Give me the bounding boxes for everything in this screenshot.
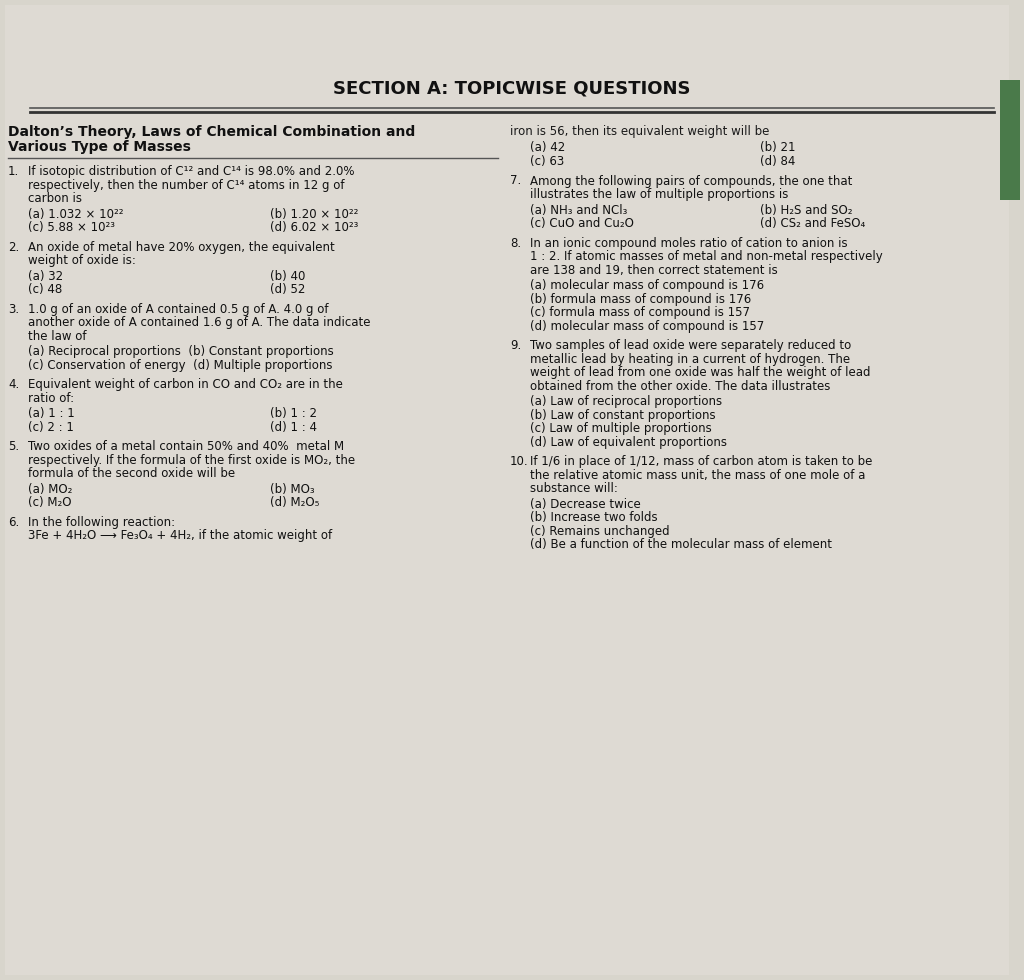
Text: In an ionic compound moles ratio of cation to anion is: In an ionic compound moles ratio of cati…	[530, 236, 848, 250]
Text: substance will:: substance will:	[530, 482, 617, 495]
Text: (a) MO₂: (a) MO₂	[28, 482, 73, 496]
Text: weight of lead from one oxide was half the weight of lead: weight of lead from one oxide was half t…	[530, 366, 870, 379]
Text: (b) MO₃: (b) MO₃	[270, 482, 314, 496]
Text: (d) 1 : 4: (d) 1 : 4	[270, 420, 317, 433]
Text: obtained from the other oxide. The data illustrates: obtained from the other oxide. The data …	[530, 379, 830, 393]
Text: (a) Decrease twice: (a) Decrease twice	[530, 498, 641, 511]
Text: the relative atomic mass unit, the mass of one mole of a: the relative atomic mass unit, the mass …	[530, 468, 865, 481]
Text: (b) Increase two folds: (b) Increase two folds	[530, 511, 657, 524]
Text: 1 : 2. If atomic masses of metal and non-metal respectively: 1 : 2. If atomic masses of metal and non…	[530, 250, 883, 263]
Text: (c) CuO and Cu₂O: (c) CuO and Cu₂O	[530, 217, 634, 230]
Text: 6.: 6.	[8, 515, 19, 528]
Text: carbon is: carbon is	[28, 192, 82, 205]
Text: (b) formula mass of compound is 176: (b) formula mass of compound is 176	[530, 292, 752, 306]
Text: (b) 40: (b) 40	[270, 270, 305, 282]
Text: 9.: 9.	[510, 339, 521, 352]
Text: (b) H₂S and SO₂: (b) H₂S and SO₂	[760, 204, 853, 217]
Text: Equivalent weight of carbon in CO and CO₂ are in the: Equivalent weight of carbon in CO and CO…	[28, 378, 343, 391]
Text: (c) Law of multiple proportions: (c) Law of multiple proportions	[530, 422, 712, 435]
Text: (c) 63: (c) 63	[530, 155, 564, 168]
Text: illustrates the law of multiple proportions is: illustrates the law of multiple proporti…	[530, 188, 788, 201]
Text: (c) Conservation of energy  (d) Multiple proportions: (c) Conservation of energy (d) Multiple …	[28, 359, 333, 371]
Text: (a) 32: (a) 32	[28, 270, 63, 282]
Text: (a) 1 : 1: (a) 1 : 1	[28, 407, 75, 420]
Bar	[1000, 80, 1020, 200]
Text: (d) M₂O₅: (d) M₂O₅	[270, 496, 319, 509]
Text: metallic lead by heating in a current of hydrogen. The: metallic lead by heating in a current of…	[530, 353, 850, 366]
Text: (c) 48: (c) 48	[28, 283, 62, 296]
Text: respectively. If the formula of the first oxide is MO₂, the: respectively. If the formula of the firs…	[28, 454, 355, 466]
Text: (b) Law of constant proportions: (b) Law of constant proportions	[530, 409, 716, 421]
Text: (d) molecular mass of compound is 157: (d) molecular mass of compound is 157	[530, 319, 764, 332]
Text: Two oxides of a metal contain 50% and 40%  metal M: Two oxides of a metal contain 50% and 40…	[28, 440, 344, 453]
Text: 4.: 4.	[8, 378, 19, 391]
Text: are 138 and 19, then correct statement is: are 138 and 19, then correct statement i…	[530, 264, 778, 276]
Text: 7.: 7.	[510, 174, 521, 187]
Text: (d) 84: (d) 84	[760, 155, 796, 168]
Text: (c) Remains unchanged: (c) Remains unchanged	[530, 524, 670, 537]
Text: 10.: 10.	[510, 455, 528, 468]
Text: (a) 1.032 × 10²²: (a) 1.032 × 10²²	[28, 208, 124, 220]
Text: formula of the second oxide will be: formula of the second oxide will be	[28, 467, 236, 480]
Text: iron is 56, then its equivalent weight will be: iron is 56, then its equivalent weight w…	[510, 125, 769, 138]
Text: another oxide of A contained 1.6 g of A. The data indicate: another oxide of A contained 1.6 g of A.…	[28, 316, 371, 329]
Text: 3Fe + 4H₂O ⟶ Fe₃O₄ + 4H₂, if the atomic weight of: 3Fe + 4H₂O ⟶ Fe₃O₄ + 4H₂, if the atomic …	[28, 529, 332, 542]
Text: (c) formula mass of compound is 157: (c) formula mass of compound is 157	[530, 306, 750, 319]
Text: 8.: 8.	[510, 236, 521, 250]
Text: (b) 1.20 × 10²²: (b) 1.20 × 10²²	[270, 208, 358, 220]
Text: 1.0 g of an oxide of A contained 0.5 g of A. 4.0 g of: 1.0 g of an oxide of A contained 0.5 g o…	[28, 303, 329, 316]
Text: 2.: 2.	[8, 240, 19, 254]
Text: Various Type of Masses: Various Type of Masses	[8, 140, 190, 154]
Text: 1.: 1.	[8, 165, 19, 178]
Text: (a) 42: (a) 42	[530, 141, 565, 155]
Text: (d) Be a function of the molecular mass of element: (d) Be a function of the molecular mass …	[530, 538, 831, 551]
Text: In the following reaction:: In the following reaction:	[28, 515, 175, 528]
Text: Dalton’s Theory, Laws of Chemical Combination and: Dalton’s Theory, Laws of Chemical Combin…	[8, 125, 416, 139]
Text: 3.: 3.	[8, 303, 19, 316]
Text: weight of oxide is:: weight of oxide is:	[28, 254, 136, 267]
Text: respectively, then the number of C¹⁴ atoms in 12 g of: respectively, then the number of C¹⁴ ato…	[28, 178, 344, 191]
Text: ratio of:: ratio of:	[28, 391, 74, 405]
Text: An oxide of metal have 20% oxygen, the equivalent: An oxide of metal have 20% oxygen, the e…	[28, 240, 335, 254]
Text: If 1/6 in place of 1/12, mass of carbon atom is taken to be: If 1/6 in place of 1/12, mass of carbon …	[530, 455, 872, 468]
Text: (d) 6.02 × 10²³: (d) 6.02 × 10²³	[270, 221, 358, 234]
Text: (c) 2 : 1: (c) 2 : 1	[28, 420, 74, 433]
Text: (b) 1 : 2: (b) 1 : 2	[270, 407, 317, 420]
Text: SECTION A: TOPICWISE QUESTIONS: SECTION A: TOPICWISE QUESTIONS	[333, 80, 691, 98]
Text: (a) Reciprocal proportions  (b) Constant proportions: (a) Reciprocal proportions (b) Constant …	[28, 345, 334, 358]
Text: (a) molecular mass of compound is 176: (a) molecular mass of compound is 176	[530, 279, 764, 292]
Text: If isotopic distribution of C¹² and C¹⁴ is 98.0% and 2.0%: If isotopic distribution of C¹² and C¹⁴ …	[28, 165, 354, 178]
Text: the law of: the law of	[28, 329, 86, 342]
Text: Two samples of lead oxide were separately reduced to: Two samples of lead oxide were separatel…	[530, 339, 851, 352]
Text: (c) M₂O: (c) M₂O	[28, 496, 72, 509]
Text: (a) NH₃ and NCl₃: (a) NH₃ and NCl₃	[530, 204, 628, 217]
Text: (d) Law of equivalent proportions: (d) Law of equivalent proportions	[530, 435, 727, 449]
Text: (c) 5.88 × 10²³: (c) 5.88 × 10²³	[28, 221, 115, 234]
Text: (b) 21: (b) 21	[760, 141, 796, 155]
Text: (a) Law of reciprocal proportions: (a) Law of reciprocal proportions	[530, 395, 722, 408]
Text: Among the following pairs of compounds, the one that: Among the following pairs of compounds, …	[530, 174, 852, 187]
Text: 5.: 5.	[8, 440, 19, 453]
Text: (d) CS₂ and FeSO₄: (d) CS₂ and FeSO₄	[760, 217, 865, 230]
Text: (d) 52: (d) 52	[270, 283, 305, 296]
